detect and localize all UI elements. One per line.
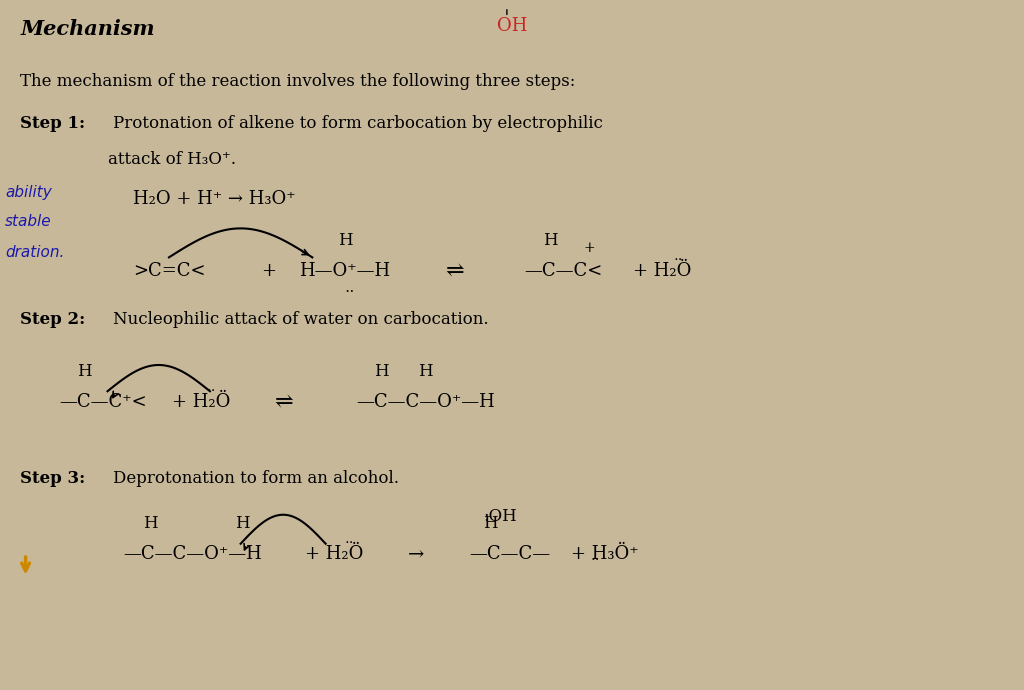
Text: —C—C<: —C—C< xyxy=(524,262,602,280)
Text: H: H xyxy=(236,515,250,532)
Text: + H₂Ö: + H₂Ö xyxy=(305,545,364,563)
Text: +: + xyxy=(261,262,276,280)
Text: ⋅⋅: ⋅⋅ xyxy=(344,536,353,550)
Text: OH: OH xyxy=(497,17,527,35)
Text: + H₂Ö: + H₂Ö xyxy=(633,262,691,280)
Text: ⋅⋅: ⋅⋅ xyxy=(207,384,216,398)
Text: Mechanism: Mechanism xyxy=(20,19,155,39)
Text: attack of H₃O⁺.: attack of H₃O⁺. xyxy=(108,151,236,168)
Text: H—O⁺—H: H—O⁺—H xyxy=(299,262,390,280)
Text: Protonation of alkene to form carbocation by electrophilic: Protonation of alkene to form carbocatio… xyxy=(113,115,602,132)
Text: Deprotonation to form an alcohol.: Deprotonation to form an alcohol. xyxy=(113,470,398,487)
Text: →: → xyxy=(408,545,424,563)
Text: Step 2:: Step 2: xyxy=(20,311,86,328)
Text: + H₃Ö⁺: + H₃Ö⁺ xyxy=(571,545,639,563)
Text: H: H xyxy=(338,232,352,249)
Text: ⋅⋅: ⋅⋅ xyxy=(344,284,354,298)
Text: Step 1:: Step 1: xyxy=(20,115,86,132)
Text: >C=C<: >C=C< xyxy=(133,262,206,280)
Text: dration.: dration. xyxy=(5,245,65,259)
Text: The mechanism of the reaction involves the following three steps:: The mechanism of the reaction involves t… xyxy=(20,73,575,90)
Text: + H₂Ö: + H₂Ö xyxy=(172,393,230,411)
Text: stable: stable xyxy=(5,215,52,229)
Text: Step 3:: Step 3: xyxy=(20,470,86,487)
Text: —C—C—: —C—C— xyxy=(469,545,550,563)
Text: +: + xyxy=(584,241,595,255)
Text: H: H xyxy=(483,515,498,532)
Text: H: H xyxy=(374,363,388,380)
Text: ⇌: ⇌ xyxy=(445,260,464,282)
Text: H: H xyxy=(143,515,158,532)
Text: ⋅⋅: ⋅⋅ xyxy=(674,253,683,267)
Text: Nucleophilic attack of water on carbocation.: Nucleophilic attack of water on carbocat… xyxy=(113,311,488,328)
Text: ⇌: ⇌ xyxy=(274,391,293,413)
Text: :OH: :OH xyxy=(483,508,517,525)
Text: —C—C—O⁺—H: —C—C—O⁺—H xyxy=(123,545,261,563)
Text: H₂O + H⁺ → H₃O⁺: H₂O + H⁺ → H₃O⁺ xyxy=(133,190,296,208)
Text: —C—C⁺<: —C—C⁺< xyxy=(59,393,147,411)
Text: —C—C—O⁺—H: —C—C—O⁺—H xyxy=(356,393,495,411)
Text: H: H xyxy=(543,232,557,249)
Text: ability: ability xyxy=(5,185,52,199)
Text: H: H xyxy=(418,363,432,380)
Text: H: H xyxy=(77,363,91,380)
Text: ⋅⋅: ⋅⋅ xyxy=(591,553,600,566)
